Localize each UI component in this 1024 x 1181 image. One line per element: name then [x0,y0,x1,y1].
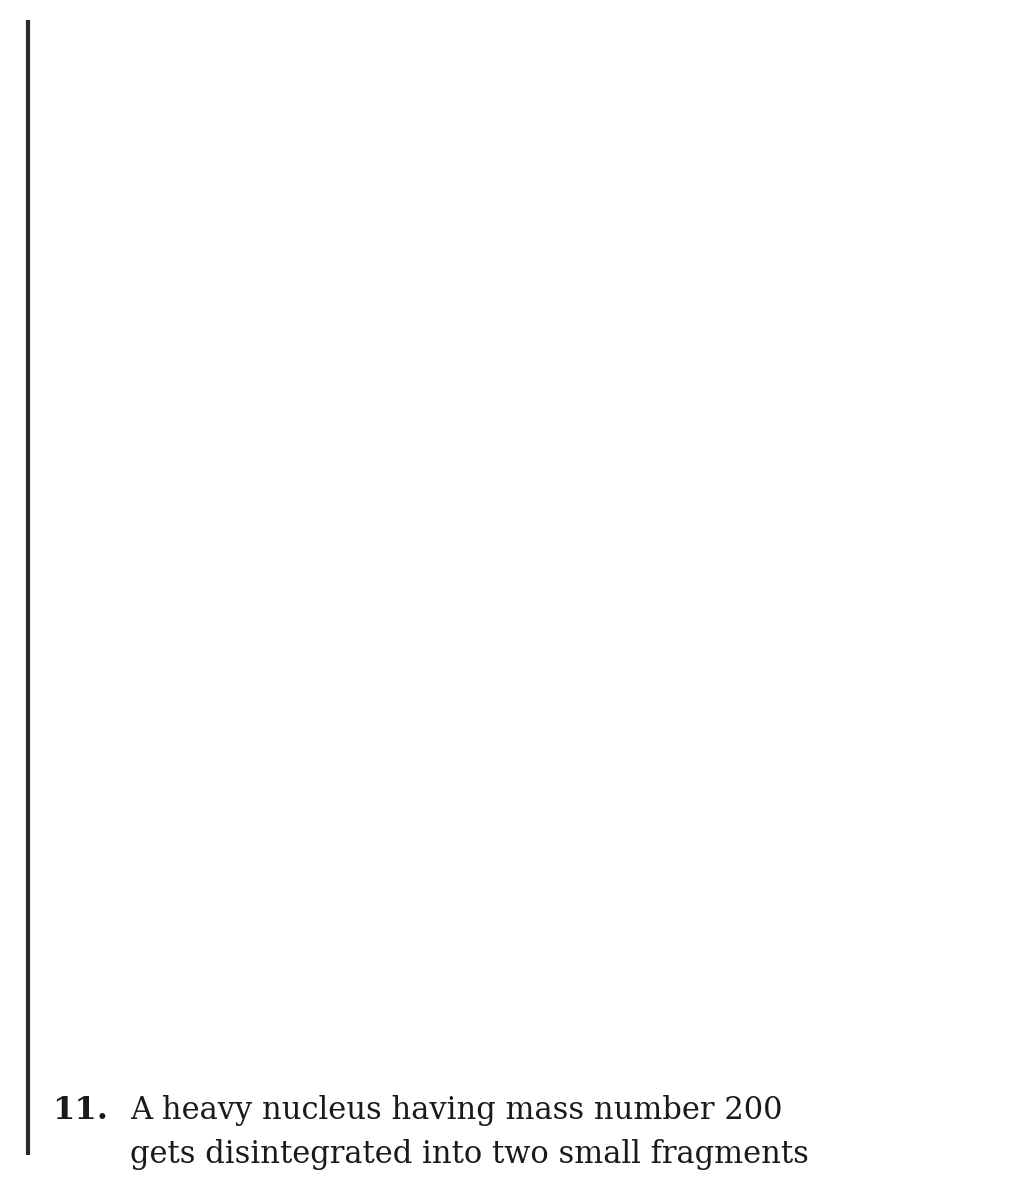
Text: A heavy nucleus having mass number 200: A heavy nucleus having mass number 200 [130,1095,782,1125]
Text: 11.: 11. [52,1095,108,1125]
Text: gets disintegrated into two small fragments: gets disintegrated into two small fragme… [130,1138,809,1169]
